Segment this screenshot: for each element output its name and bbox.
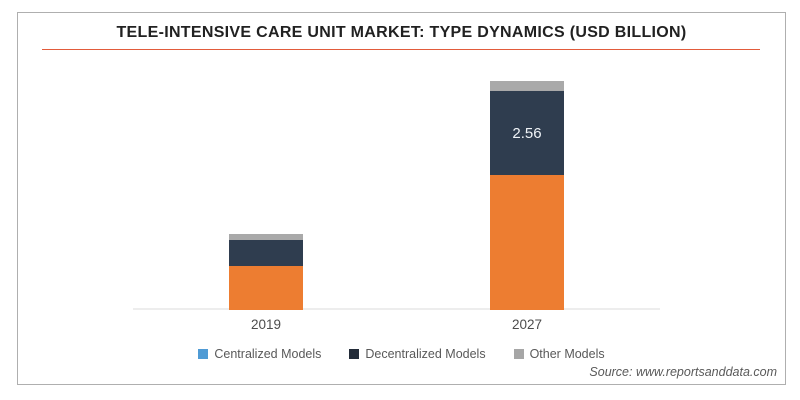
bar-segment: 2.56	[490, 91, 564, 175]
legend: Centralized Models Decentralized Models Ot…	[18, 347, 785, 361]
bar-segment	[229, 240, 303, 266]
legend-marker-icon	[198, 349, 209, 359]
legend-item: Centralized Models	[198, 347, 321, 361]
x-axis-tick-label: 2019	[250, 317, 282, 332]
bar-segment	[229, 234, 303, 240]
legend-item: Other Models	[513, 347, 605, 361]
title-divider-line	[42, 49, 760, 50]
x-axis-line	[133, 308, 660, 310]
bar-segment	[490, 175, 564, 310]
chart-title: TELE-INTENSIVE CARE UNIT MARKET: TYPE DY…	[116, 24, 687, 41]
plot-area: 2019 2.56 2027	[18, 13, 787, 332]
x-axis-tick-label: 2027	[511, 317, 543, 332]
legend-item: Decentralized Models	[349, 347, 486, 361]
bar-data-label: 2.56	[512, 124, 542, 142]
source-note: Source: www.reportsanddata.com	[589, 365, 777, 379]
legend-label: Decentralized Models	[365, 347, 486, 361]
legend-marker-icon	[513, 349, 524, 359]
bar-segment	[229, 266, 303, 310]
bar-segment	[490, 81, 564, 91]
chart-frame: TELE-INTENSIVE CARE UNIT MARKET: TYPE DY…	[17, 12, 786, 385]
legend-label: Other Models	[529, 347, 605, 361]
legend-label: Centralized Models	[214, 347, 322, 361]
legend-marker-icon	[349, 349, 360, 359]
